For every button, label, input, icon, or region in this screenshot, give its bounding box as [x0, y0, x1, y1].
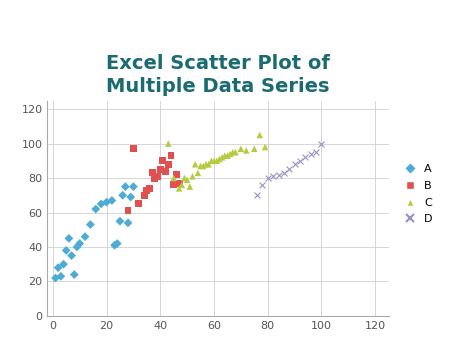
C: [191, 162, 199, 167]
B: [173, 172, 180, 177]
A: [57, 274, 64, 279]
B: [135, 201, 143, 207]
C: [181, 175, 188, 181]
C: [232, 149, 239, 155]
D: [296, 158, 304, 164]
A: [52, 275, 59, 281]
A: [127, 194, 135, 200]
C: [224, 153, 231, 159]
A: [65, 236, 73, 241]
C: [229, 149, 237, 155]
C: [170, 175, 177, 181]
C: [237, 146, 245, 151]
C: [227, 151, 234, 157]
D: [280, 170, 288, 176]
C: [202, 162, 210, 167]
D: [264, 175, 272, 181]
A: [76, 241, 83, 246]
A: [87, 222, 94, 228]
A: [68, 253, 75, 258]
D: [291, 162, 299, 167]
C: [183, 177, 191, 183]
B: [164, 162, 172, 167]
A: [103, 199, 110, 205]
C: [213, 158, 220, 164]
C: [251, 146, 258, 151]
A: [113, 241, 121, 246]
A: [81, 234, 89, 239]
C: [186, 184, 193, 190]
C: [243, 148, 250, 153]
A: [116, 218, 124, 224]
A: [92, 206, 100, 212]
C: [205, 162, 212, 167]
C: [197, 163, 204, 169]
D: [312, 149, 320, 155]
D: [259, 182, 266, 188]
A: [97, 201, 105, 207]
B: [154, 173, 161, 179]
C: [221, 153, 228, 159]
B: [143, 187, 151, 193]
B: [167, 153, 175, 159]
C: [178, 182, 185, 188]
C: [210, 158, 218, 164]
B: [162, 168, 169, 174]
C: [164, 141, 172, 146]
C: [219, 154, 226, 160]
C: [256, 132, 264, 138]
C: [261, 144, 269, 150]
A: [60, 261, 67, 267]
D: [269, 173, 277, 179]
A: [129, 184, 137, 190]
D: [275, 172, 283, 177]
A: [73, 244, 81, 250]
D: [253, 192, 261, 198]
B: [140, 192, 148, 198]
B: [124, 208, 132, 214]
C: [200, 163, 207, 169]
Legend: A, B, C, D: A, B, C, D: [394, 160, 437, 229]
C: [175, 186, 183, 191]
B: [146, 186, 153, 191]
A: [71, 272, 78, 278]
B: [129, 146, 137, 151]
C: [208, 158, 215, 164]
B: [148, 170, 156, 176]
B: [151, 175, 159, 181]
D: [285, 167, 293, 172]
D: [301, 154, 309, 160]
B: [175, 180, 183, 186]
C: [189, 173, 196, 179]
B: [159, 158, 167, 164]
A: [55, 265, 62, 271]
A: [108, 197, 116, 203]
A: [119, 192, 127, 198]
C: [194, 170, 201, 176]
D: [307, 151, 315, 157]
C: [216, 156, 223, 162]
A: [124, 220, 132, 226]
A: [121, 184, 129, 190]
A: [111, 242, 118, 248]
B: [170, 182, 177, 188]
Title: Excel Scatter Plot of
Multiple Data Series: Excel Scatter Plot of Multiple Data Seri…: [106, 54, 330, 96]
B: [156, 167, 164, 172]
D: [318, 141, 325, 146]
A: [63, 248, 70, 253]
